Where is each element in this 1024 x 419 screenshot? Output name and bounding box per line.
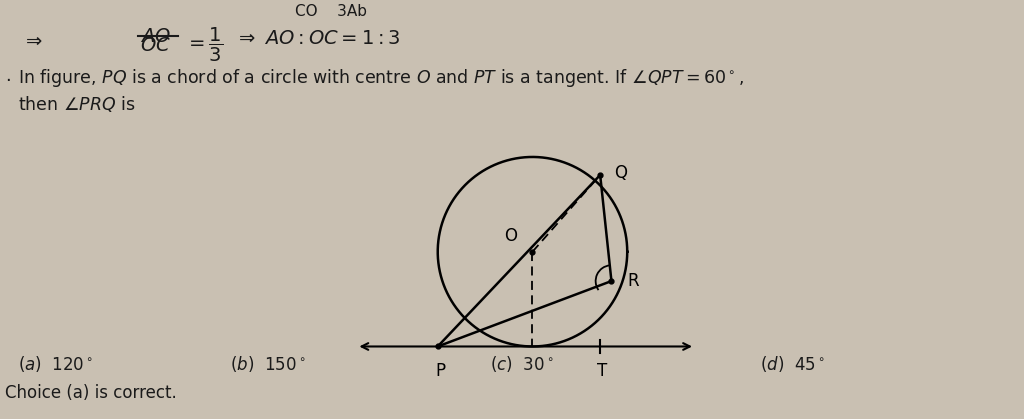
Text: $AO$: $AO$ <box>140 27 171 46</box>
Text: CO    3Ab: CO 3Ab <box>295 4 367 19</box>
Text: $(b)$  $150^\circ$: $(b)$ $150^\circ$ <box>230 354 306 374</box>
Text: T: T <box>597 362 607 380</box>
Text: In figure, $PQ$ is a chord of a circle with centre $O$ and $PT$ is a tangent. If: In figure, $PQ$ is a chord of a circle w… <box>18 67 744 89</box>
Text: $\Rightarrow$: $\Rightarrow$ <box>22 31 43 50</box>
Text: R: R <box>628 272 639 290</box>
Text: $\Rightarrow\ AO:OC = 1:3$: $\Rightarrow\ AO:OC = 1:3$ <box>234 29 400 48</box>
Text: $(c)$  $30^\circ$: $(c)$ $30^\circ$ <box>490 354 554 374</box>
Text: $=\dfrac{1}{3}$: $=\dfrac{1}{3}$ <box>185 26 223 64</box>
Text: then $\angle PRQ$ is: then $\angle PRQ$ is <box>18 94 135 114</box>
Text: $OC$: $OC$ <box>140 36 171 55</box>
Text: Q: Q <box>613 164 627 182</box>
Text: .: . <box>5 67 10 85</box>
Text: $(d)$  $45^\circ$: $(d)$ $45^\circ$ <box>760 354 825 374</box>
Text: $(a)$  $120^\circ$: $(a)$ $120^\circ$ <box>18 354 93 374</box>
Text: P: P <box>435 362 445 380</box>
Text: Choice (a) is correct.: Choice (a) is correct. <box>5 384 177 402</box>
Text: O: O <box>504 227 517 245</box>
